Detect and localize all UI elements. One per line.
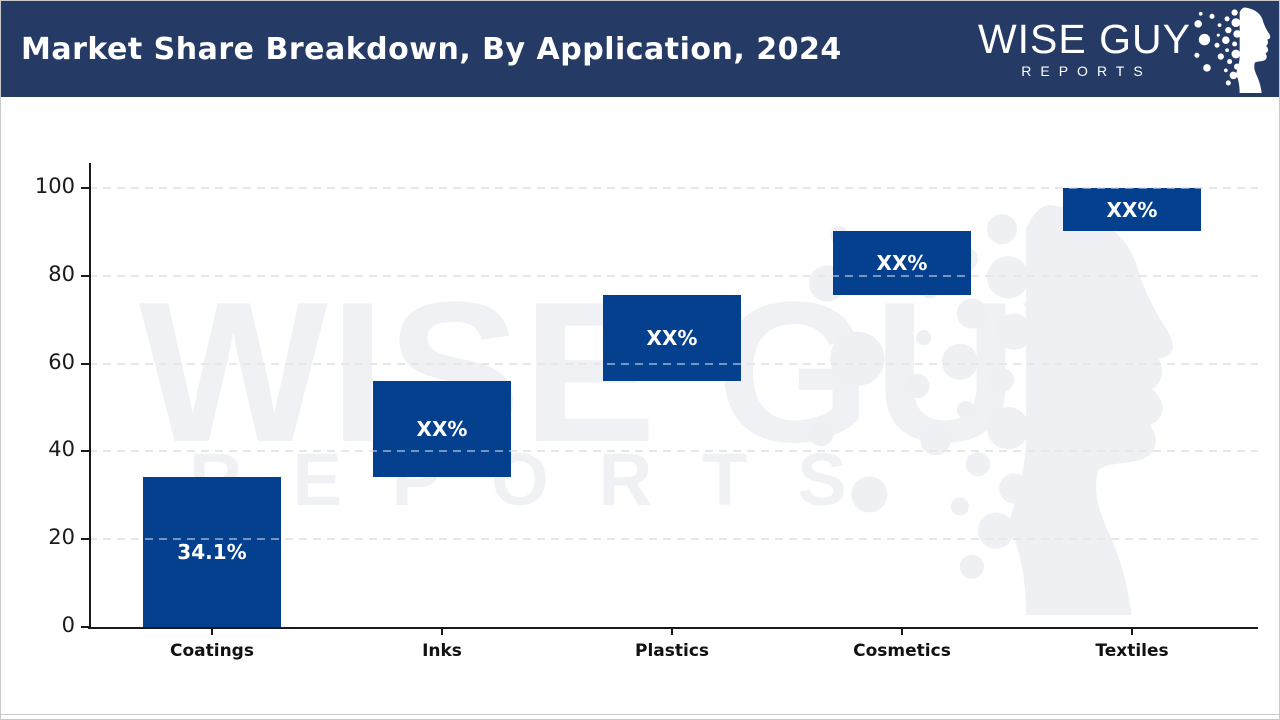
gridline <box>89 187 1258 189</box>
y-tick <box>81 538 89 541</box>
x-tick <box>211 627 213 635</box>
bar-inks: XX% <box>373 381 511 478</box>
y-tick <box>81 450 89 453</box>
x-axis-spine <box>88 627 1258 629</box>
y-axis-label: 80 <box>48 261 75 286</box>
x-axis-label: Coatings <box>170 641 254 661</box>
bar-value-label: XX% <box>876 251 928 276</box>
bar-value-label: XX% <box>1106 197 1158 222</box>
y-axis-spine <box>89 163 91 629</box>
y-axis-label: 40 <box>48 437 75 462</box>
gridline-overlay <box>89 450 1258 453</box>
bar-textiles: XX% <box>1063 188 1201 232</box>
x-axis-label: Plastics <box>634 641 710 661</box>
gridline-overlay <box>89 362 1258 365</box>
gridline <box>89 538 1258 541</box>
x-tick <box>901 627 903 635</box>
bar-plastics: XX% <box>603 295 741 382</box>
x-tick <box>441 627 443 635</box>
y-axis-label: 0 <box>61 613 75 637</box>
logo-head-icon <box>1193 5 1275 93</box>
bar-value-label: XX% <box>416 417 468 442</box>
y-tick <box>81 187 89 189</box>
y-axis-label: 60 <box>48 349 75 374</box>
x-tick <box>1131 627 1133 635</box>
bar-value-label: 34.1% <box>177 540 247 565</box>
y-axis-label: 20 <box>48 525 75 550</box>
x-tick <box>671 627 673 635</box>
gridline-overlay <box>89 187 1258 189</box>
bottom-rule <box>1 714 1279 715</box>
y-tick <box>81 362 89 365</box>
x-axis-label: Inks <box>422 641 462 661</box>
y-axis-label: 100 <box>34 174 75 198</box>
page-title: Market Share Breakdown, By Application, … <box>21 31 842 67</box>
logo-text: WISE GUY REPORTS <box>977 16 1191 80</box>
header: Market Share Breakdown, By Application, … <box>1 1 1279 97</box>
y-tick <box>81 274 89 277</box>
gridline-overlay <box>89 274 1258 277</box>
bar-cosmetics: XX% <box>833 231 971 296</box>
y-tick <box>81 626 89 628</box>
logo: WISE GUY REPORTS <box>978 5 1275 93</box>
gridline-overlay <box>89 538 1258 541</box>
x-axis-label: Cosmetics <box>853 641 951 661</box>
gridline <box>89 274 1258 277</box>
logo-reports-label: REPORTS <box>1021 63 1152 79</box>
x-axis-label: Textiles <box>1095 641 1169 661</box>
gridline <box>89 450 1258 453</box>
logo-wordmark: WISE GUY <box>977 16 1191 62</box>
bar-value-label: XX% <box>646 326 698 351</box>
bar-coatings: 34.1% <box>143 477 281 627</box>
